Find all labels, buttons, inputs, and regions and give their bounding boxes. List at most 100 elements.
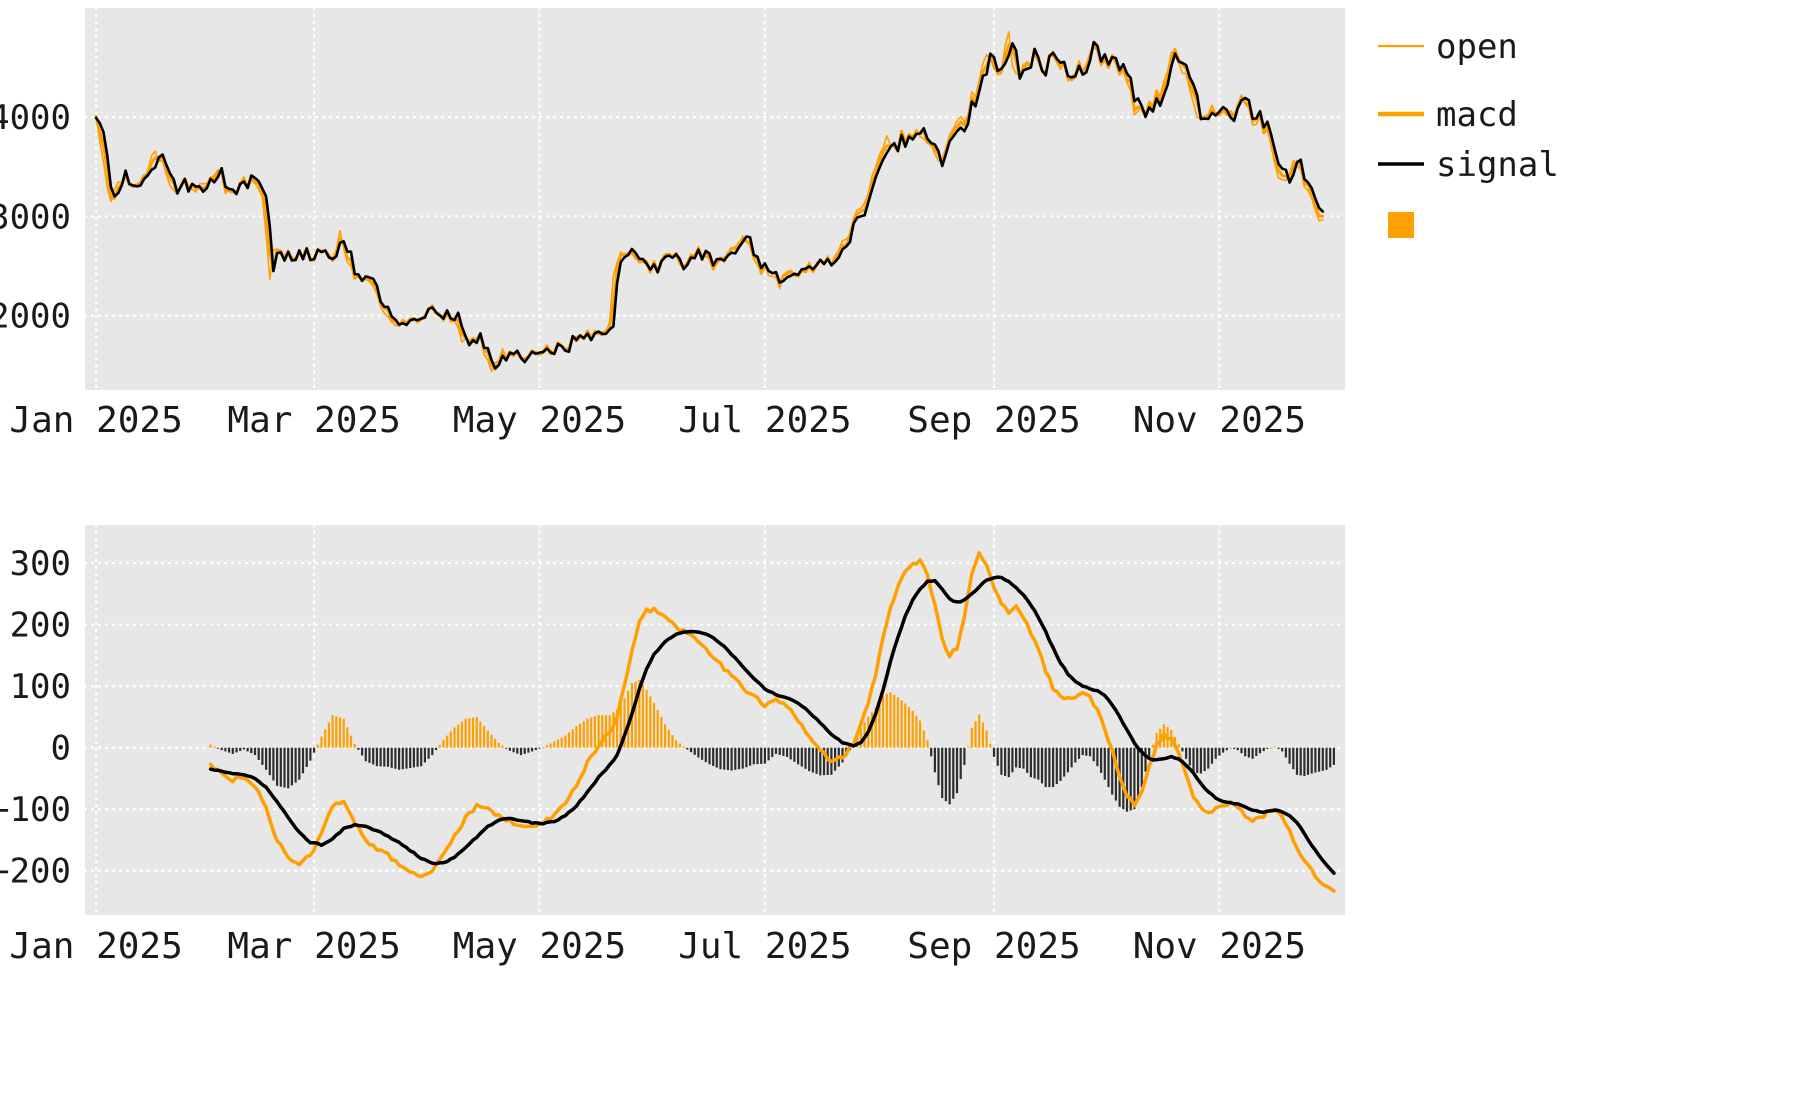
macd-histogram — [209, 680, 1335, 812]
macd-histogram-bar — [386, 747, 390, 767]
macd-histogram-bar — [616, 709, 619, 748]
macd-histogram-bar — [1185, 747, 1188, 759]
macd-histogram-bar — [1059, 747, 1062, 781]
macd-histogram-bar — [1048, 747, 1051, 788]
macd-histogram-bar — [283, 747, 286, 788]
macd-histogram-bar — [1318, 747, 1321, 772]
macd-histogram-bar — [586, 718, 589, 748]
macd-histogram-bar — [1092, 747, 1095, 762]
macd-histogram-bar — [228, 747, 231, 753]
macd-histogram-bar — [981, 722, 984, 748]
macd-histogram-bar — [841, 747, 844, 763]
macd-chart-root: −200 −100 0 100 200 300 Jan 2025 Mar 2025 May 20… — [0, 523, 1347, 967]
macd-histogram-bar — [523, 747, 526, 754]
macd-histogram-bar — [719, 747, 722, 770]
macd-xtick-label: May 2025 — [453, 926, 626, 967]
macd-histogram-bar — [1100, 747, 1103, 773]
macd-histogram-bar — [357, 747, 360, 750]
macd-histogram-bar — [704, 747, 707, 763]
macd-histogram-bar — [874, 707, 877, 748]
macd-histogram-bar — [1284, 747, 1287, 758]
macd-histogram-bar — [1018, 747, 1021, 768]
legend-histogram-swatch — [1388, 212, 1414, 238]
macd-histogram-bar — [723, 747, 726, 770]
macd-histogram-bar — [335, 716, 338, 748]
macd-histogram-bar — [1210, 747, 1214, 764]
macd-histogram-bar — [449, 731, 452, 748]
macd-histogram-bar — [379, 747, 382, 767]
macd-histogram-bar — [955, 747, 959, 794]
macd-histogram-bar — [996, 747, 999, 766]
macd-histogram-bar — [268, 747, 271, 776]
macd-histogram-bar — [471, 717, 475, 748]
macd-histogram-bar — [1044, 747, 1047, 788]
macd-histogram-bar — [486, 730, 489, 748]
macd-histogram-bar — [1244, 747, 1247, 757]
macd-histogram-bar — [1015, 747, 1018, 768]
macd-histogram-bar — [601, 715, 604, 748]
macd-histogram-bar — [786, 747, 789, 757]
legend: open macd signal — [1378, 27, 1559, 238]
macd-histogram-bar — [1299, 747, 1302, 776]
macd-histogram-bar — [1011, 747, 1014, 773]
macd-histogram-bar — [686, 747, 689, 750]
macd-histogram-bar — [1292, 747, 1295, 770]
macd-histogram-bar — [856, 736, 859, 748]
macd-histogram-bar — [656, 710, 659, 748]
macd-histogram-bar — [811, 747, 814, 773]
macd-histogram-bar — [793, 747, 796, 762]
macd-histogram-bar — [431, 747, 434, 756]
macd-histogram-bar — [1288, 747, 1291, 764]
price-xtick-label: May 2025 — [453, 400, 626, 441]
macd-histogram-bar — [1303, 747, 1306, 776]
macd-histogram-bar — [250, 747, 253, 754]
macd-histogram-bar — [756, 747, 759, 765]
macd-histogram-bar — [279, 747, 282, 787]
macd-histogram-bar — [372, 747, 375, 765]
macd-histogram-bar — [978, 714, 981, 748]
macd-histogram-bar — [316, 744, 319, 748]
macd-histogram-bar — [734, 747, 737, 770]
macd-histogram-bar — [1192, 747, 1195, 773]
macd-histogram-bar — [804, 747, 807, 769]
macd-ytick-label: −200 — [0, 852, 71, 892]
macd-histogram-bar — [1144, 747, 1147, 772]
macd-histogram-bar — [974, 721, 977, 748]
macd-histogram-bar — [815, 747, 818, 774]
macd-histogram-bar — [331, 715, 334, 748]
price-xtick-label: Nov 2025 — [1133, 400, 1306, 441]
macd-histogram-bar — [464, 718, 467, 748]
macd-histogram-bar — [919, 720, 922, 748]
macd-histogram-bar — [667, 729, 670, 748]
macd-histogram-bar — [682, 746, 685, 748]
macd-histogram-bar — [290, 747, 293, 786]
macd-histogram-bar — [660, 717, 663, 748]
macd-histogram-bar — [349, 735, 353, 748]
macd-histogram-bar — [412, 747, 415, 768]
macd-histogram-bar — [819, 747, 822, 776]
macd-histogram-bar — [1151, 744, 1154, 748]
macd-histogram-bar — [1040, 747, 1044, 784]
macd-histogram-bar — [516, 747, 519, 754]
macd-histogram-bar — [1325, 747, 1328, 770]
macd-histogram-bar — [571, 729, 574, 748]
macd-histogram-bar — [797, 747, 800, 765]
price-plot-background — [85, 8, 1345, 390]
macd-histogram-bar — [1033, 747, 1036, 779]
macd-histogram-bar — [1007, 747, 1010, 778]
macd-histogram-bar — [1022, 747, 1025, 769]
macd-histogram-bar — [1177, 744, 1180, 748]
macd-histogram-bar — [697, 747, 700, 758]
macd-histogram-bar — [527, 747, 530, 753]
macd-histogram-bar — [305, 747, 308, 767]
macd-histogram-bar — [627, 690, 630, 748]
macd-histogram-bar — [789, 747, 792, 760]
macd-histogram-bar — [959, 747, 962, 780]
macd-histogram-bar — [1000, 747, 1003, 775]
macd-histogram-bar — [1137, 747, 1140, 799]
price-ytick-label: 3000 — [0, 197, 71, 237]
macd-histogram-bar — [438, 744, 441, 748]
macd-histogram-bar — [652, 702, 656, 748]
macd-histogram-bar — [582, 721, 585, 748]
macd-histogram-bar — [575, 726, 578, 748]
